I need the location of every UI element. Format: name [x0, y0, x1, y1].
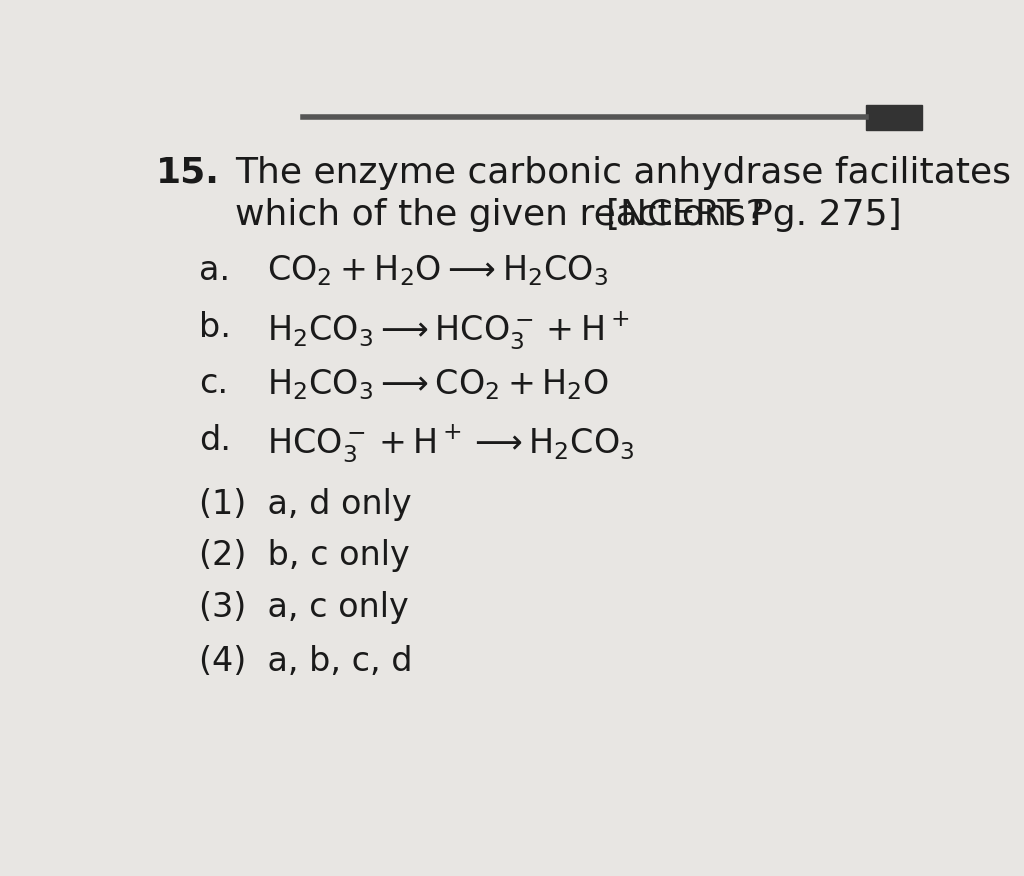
Text: (2)  b, c only: (2) b, c only — [200, 539, 411, 572]
Text: c.: c. — [200, 367, 228, 399]
Text: $\mathrm{H_2CO_3 \longrightarrow HCO_3^- + H^+}$: $\mathrm{H_2CO_3 \longrightarrow HCO_3^-… — [267, 311, 630, 353]
Text: $\mathrm{CO_2 + H_2O \longrightarrow H_2CO_3}$: $\mathrm{CO_2 + H_2O \longrightarrow H_2… — [267, 253, 608, 288]
Text: a.: a. — [200, 253, 230, 286]
Text: (4)  a, b, c, d: (4) a, b, c, d — [200, 645, 413, 678]
Text: b.: b. — [200, 311, 231, 344]
Text: The enzyme carbonic anhydrase facilitates: The enzyme carbonic anhydrase facilitate… — [236, 156, 1011, 190]
Text: which of the given reactions?: which of the given reactions? — [236, 198, 765, 232]
Bar — [866, 105, 922, 130]
Text: d.: d. — [200, 424, 231, 457]
Text: (1)  a, d only: (1) a, d only — [200, 488, 412, 521]
Text: [NCERT Pg. 275]: [NCERT Pg. 275] — [606, 198, 902, 232]
Text: $\mathrm{H_2CO_3 \longrightarrow CO_2 + H_2O}$: $\mathrm{H_2CO_3 \longrightarrow CO_2 + … — [267, 367, 609, 401]
Text: 15.: 15. — [156, 156, 220, 190]
Text: $\mathrm{HCO_3^- + H^+ \longrightarrow H_2CO_3}$: $\mathrm{HCO_3^- + H^+ \longrightarrow H… — [267, 424, 635, 466]
Text: (3)  a, c only: (3) a, c only — [200, 590, 410, 624]
